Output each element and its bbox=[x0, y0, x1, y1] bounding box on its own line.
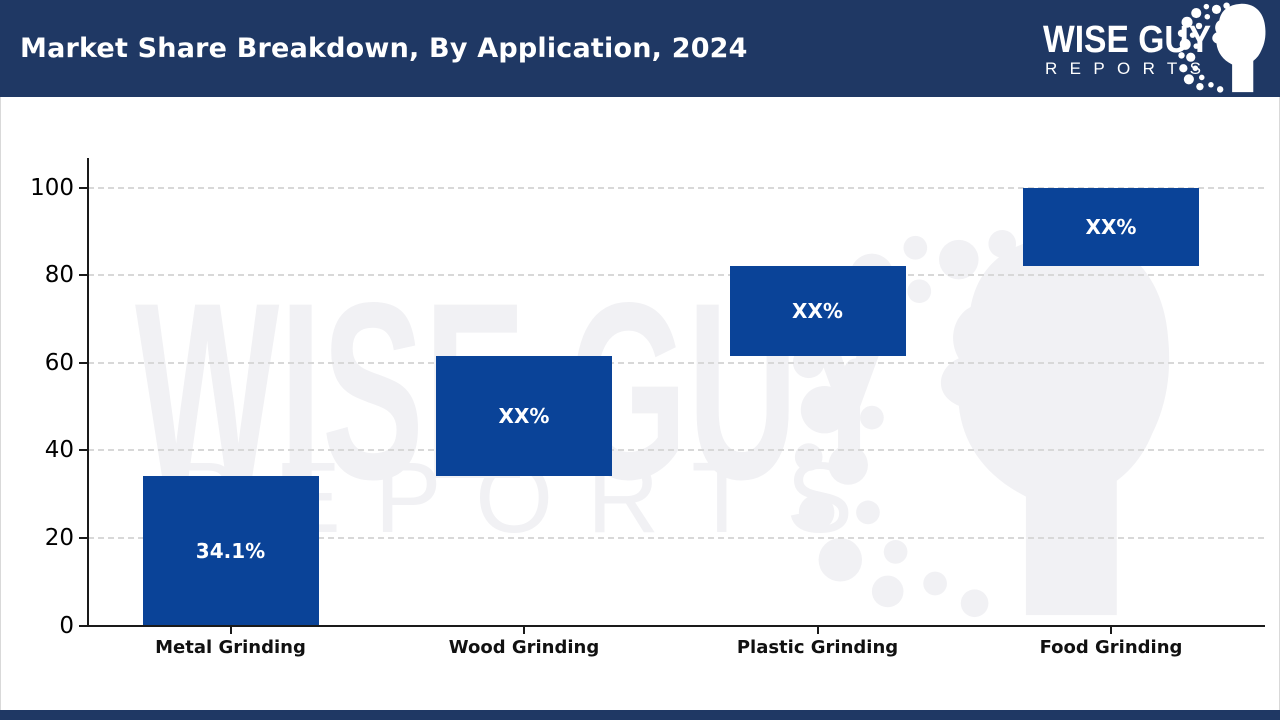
x-category-label: Metal Grinding bbox=[155, 637, 306, 658]
bar: XX% bbox=[729, 266, 906, 357]
gridline bbox=[88, 274, 1264, 277]
y-tick-label: 0 bbox=[59, 612, 74, 639]
bar: 34.1% bbox=[142, 476, 319, 626]
page-title: Market Share Breakdown, By Application, … bbox=[20, 33, 748, 64]
x-tick-mark bbox=[523, 627, 525, 634]
gridline bbox=[88, 449, 1264, 452]
y-tick-label: 80 bbox=[44, 262, 74, 289]
bar-value-label: XX% bbox=[498, 404, 550, 429]
wise-guy-reports-logo: WISE GUY REPORTS bbox=[1043, 2, 1266, 93]
y-tick-mark bbox=[79, 361, 88, 364]
y-tick-label: 40 bbox=[44, 437, 74, 464]
y-tick-label: 60 bbox=[44, 349, 74, 376]
y-tick-mark bbox=[79, 274, 88, 277]
y-axis-line bbox=[87, 158, 89, 627]
gridline bbox=[88, 536, 1264, 539]
x-tick-mark bbox=[1110, 627, 1112, 634]
y-tick-mark bbox=[79, 536, 88, 539]
bar-value-label: XX% bbox=[792, 299, 843, 324]
y-tick-label: 20 bbox=[44, 524, 74, 551]
y-tick-label: 100 bbox=[30, 174, 74, 201]
x-category-label: Plastic Grinding bbox=[736, 637, 899, 658]
bar: XX% bbox=[1023, 187, 1199, 267]
x-tick-mark bbox=[229, 627, 232, 634]
y-tick-mark bbox=[79, 624, 88, 627]
footer-bar bbox=[0, 710, 1280, 720]
x-category-label: Wood Grinding bbox=[448, 637, 600, 658]
bar-value-label: 34.1% bbox=[195, 538, 266, 563]
header-bar: Market Share Breakdown, By Application, … bbox=[0, 0, 1280, 97]
x-category-label: Food Grinding bbox=[1039, 637, 1183, 658]
gridline bbox=[88, 186, 1264, 189]
y-tick-mark bbox=[79, 449, 88, 452]
logo-reports-text: REPORTS bbox=[1045, 59, 1201, 78]
y-tick-mark bbox=[79, 186, 88, 189]
bar: XX% bbox=[436, 356, 612, 477]
x-axis-line bbox=[87, 625, 1265, 627]
x-tick-mark bbox=[816, 627, 819, 634]
bar-value-label: XX% bbox=[1085, 214, 1137, 239]
gridline bbox=[88, 361, 1264, 364]
